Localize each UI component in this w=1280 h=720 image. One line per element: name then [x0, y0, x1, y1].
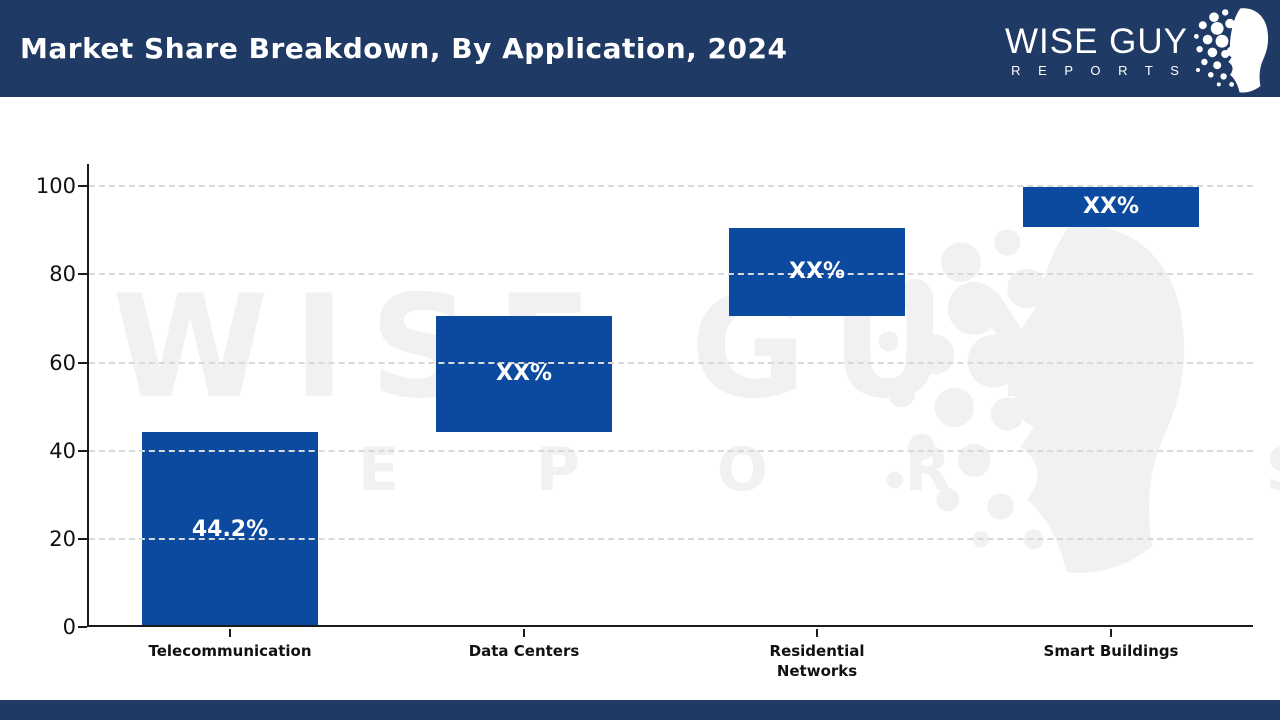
y-tick-60: [78, 361, 87, 364]
y-tick-80: [78, 273, 87, 276]
bar-value-label-smart-buildings: XX%: [1083, 194, 1139, 220]
bar-data-centers: [436, 316, 612, 433]
x-tick-smart-buildings: [1110, 629, 1112, 637]
wiseguy-logo-line1: WISE GUY: [1004, 21, 1188, 61]
y-axis-line: [87, 164, 89, 627]
y-tick-100: [78, 185, 87, 188]
category-label-residential-networks: Residential Networks: [769, 642, 865, 680]
category-label-data-centers: Data Centers: [468, 642, 580, 660]
bar-smart-buildings: [1023, 187, 1199, 228]
y-tick-label-40: 40: [49, 438, 76, 463]
y-gridline-100: [89, 185, 1253, 188]
page-title: Market Share Breakdown, By Application, …: [20, 32, 788, 65]
y-gridline-60: [89, 361, 1253, 364]
y-tick-40: [78, 449, 87, 452]
y-gridline-20: [89, 537, 1253, 540]
y-tick-label-80: 80: [49, 262, 76, 287]
x-tick-telecommunication: [229, 629, 231, 637]
wiseguy-logo: WISE GUY R E P O R T S: [1005, 4, 1270, 96]
category-label-telecommunication: Telecommunication: [148, 642, 312, 660]
wiseguy-logo-line2: R E P O R T S: [1011, 62, 1186, 78]
y-gridline-80: [89, 273, 1253, 276]
bar-value-label-telecommunication: 44.2%: [191, 516, 269, 542]
header-bar: Market Share Breakdown, By Application, …: [0, 0, 1280, 97]
category-label-smart-buildings: Smart Buildings: [1043, 642, 1179, 660]
x-tick-residential-networks: [816, 629, 818, 637]
y-tick-20: [78, 537, 87, 540]
x-tick-data-centers: [523, 629, 525, 637]
y-gridline-40: [89, 449, 1253, 452]
y-tick-0: [78, 626, 87, 628]
y-tick-label-60: 60: [49, 350, 76, 375]
bar-value-label-residential-networks: XX%: [789, 259, 845, 285]
y-tick-label-100: 100: [35, 174, 76, 199]
wiseguy-logo-text: WISE GUY R E P O R T S: [1004, 21, 1188, 78]
y-tick-label-20: 20: [49, 526, 76, 551]
bar-value-label-data-centers: XX%: [496, 361, 552, 387]
bar-residential-networks: [729, 228, 905, 317]
bar-telecommunication: [142, 432, 318, 627]
y-tick-label-0: 0: [62, 615, 76, 639]
footer-bar: [0, 700, 1280, 720]
x-axis-line: [87, 625, 1253, 627]
